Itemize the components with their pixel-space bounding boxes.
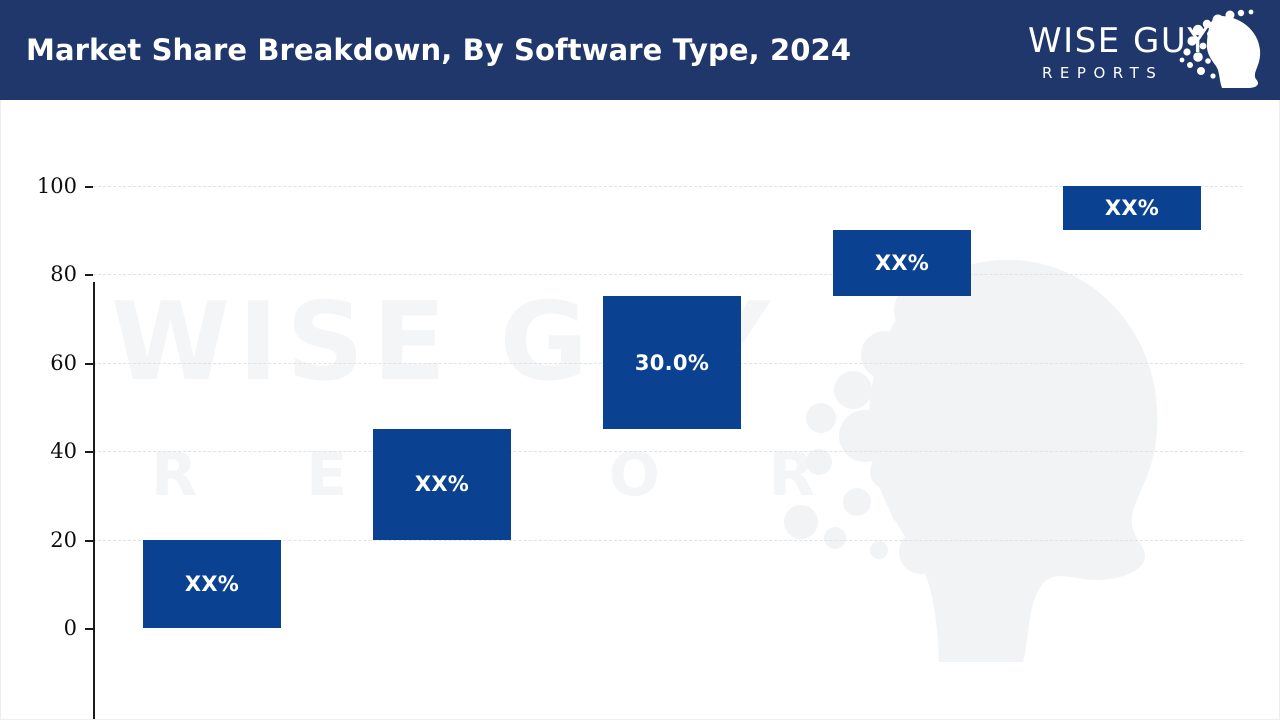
header-banner: Market Share Breakdown, By Software Type… (0, 0, 1280, 100)
bar-shipping-and-fulfillment-software[interactable]: XX% (1063, 186, 1201, 231)
bar-marketplace-software[interactable]: XX% (143, 539, 281, 628)
bar-label-1: XX% (414, 472, 470, 497)
page-title: Market Share Breakdown, By Software Type… (26, 33, 852, 67)
y-tick-label-40: 40 (50, 439, 77, 464)
y-tick-mark-0 (85, 628, 93, 630)
bar-label-3: XX% (874, 251, 930, 276)
bar-label-2: 30.0% (634, 350, 710, 375)
chart-canvas: WISE GUY R E P O R T S (0, 100, 1280, 720)
gridline-80 (93, 274, 1243, 276)
y-tick-label-100: 100 (36, 174, 77, 198)
wise-guy-reports-logo: WISE GUY REPORTS (1022, 8, 1272, 92)
y-axis-line (93, 282, 95, 719)
y-tick-mark-60 (85, 362, 93, 365)
y-tick-label-80: 80 (50, 262, 77, 287)
y-tick-label-0: 0 (63, 616, 77, 640)
y-tick-mark-100 (85, 186, 93, 188)
bar-label-4: XX% (1104, 196, 1160, 221)
gridline-40 (93, 451, 1243, 453)
svg-text:REPORTS: REPORTS (1042, 64, 1163, 82)
bar-label-0: XX% (184, 571, 240, 596)
bar-payment-processing-software[interactable]: 30.0% (603, 296, 741, 429)
y-tick-label-60: 60 (50, 350, 77, 375)
svg-text:WISE GUY: WISE GUY (1028, 21, 1210, 61)
bar-inventory-management-software[interactable]: XX% (833, 230, 971, 297)
y-tick-mark-80 (85, 274, 93, 277)
y-tick-label-20: 20 (50, 527, 77, 552)
gridline-20 (93, 539, 1243, 541)
y-tick-mark-40 (85, 451, 93, 454)
bar-shopping-cart-software[interactable]: XX% (373, 429, 511, 540)
gridline-100 (93, 186, 1243, 187)
y-tick-mark-20 (85, 539, 93, 542)
